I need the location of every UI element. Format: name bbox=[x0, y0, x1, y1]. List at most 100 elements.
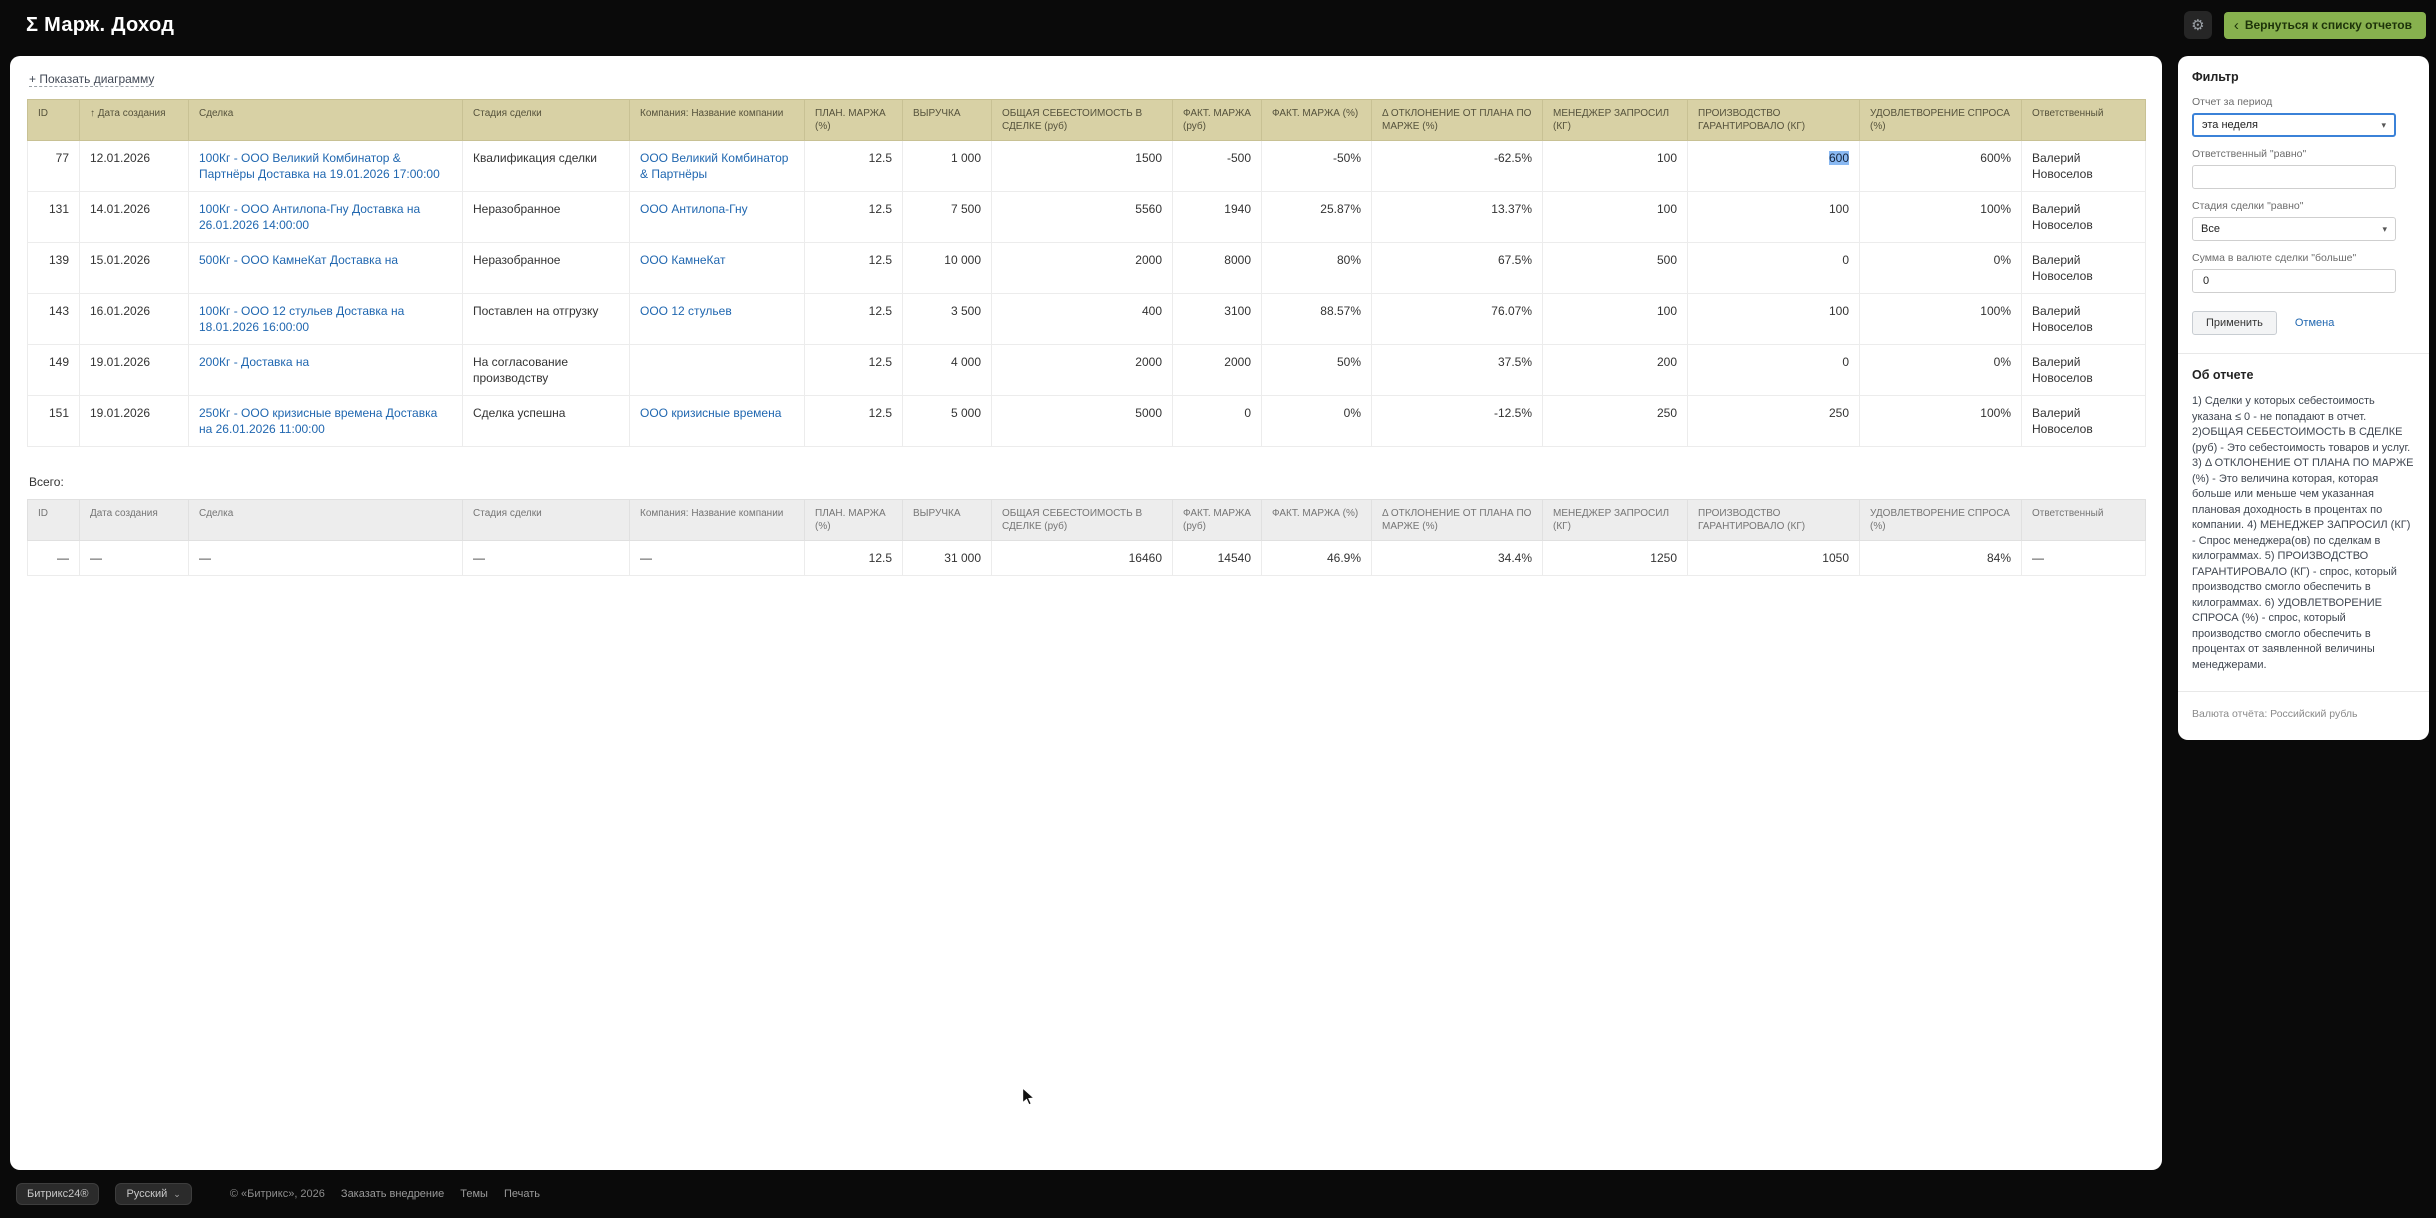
cell-company: ООО Антилопа-Гну bbox=[629, 191, 805, 243]
column-header-deal[interactable]: Сделка bbox=[188, 499, 463, 541]
cell-revenue: 10 000 bbox=[902, 242, 992, 294]
stage-select[interactable]: Все ▾ bbox=[2192, 217, 2396, 241]
totals-header-row: ID Дата создания Сделка Стадия сделки Компан… bbox=[27, 499, 2146, 541]
deal-link[interactable]: 100Кг - ООО 12 стульев Доставка на 18.01… bbox=[199, 304, 405, 334]
footer-link-print[interactable]: Печать bbox=[503, 1188, 541, 1200]
topbar-actions: ⚙ ‹ Вернуться к списку отчетов bbox=[2183, 11, 2426, 39]
responsible-input[interactable] bbox=[2201, 170, 2387, 184]
cell-manager_kg: 1250 bbox=[1542, 540, 1688, 576]
column-header-manager_kg[interactable]: МЕНЕДЖЕР ЗАПРОСИЛ (КГ) bbox=[1542, 99, 1688, 141]
cell-cost: 5000 bbox=[991, 395, 1173, 447]
chevron-down-icon: ▾ bbox=[2381, 119, 2386, 130]
cell-responsible: Валерий Новоселов bbox=[2021, 242, 2146, 294]
back-button-label: Вернуться к списку отчетов bbox=[2244, 18, 2412, 32]
cell-revenue: 31 000 bbox=[902, 540, 992, 576]
cell-id: 139 bbox=[27, 242, 80, 294]
company-link[interactable]: ООО кризисные времена bbox=[640, 406, 782, 420]
cell-delta: 37.5% bbox=[1371, 344, 1543, 396]
cell-fact_pct: -50% bbox=[1261, 140, 1372, 192]
column-header-demand_pct[interactable]: УДОВЛЕТВОРЕНИЕ СПРОСА (%) bbox=[1859, 99, 2022, 141]
cell-id: 149 bbox=[27, 344, 80, 396]
cell-cost: 1500 bbox=[991, 140, 1173, 192]
footer: Битрикс24® Русский ⌄ © «Битрикс», 2026 З… bbox=[16, 1178, 540, 1210]
settings-button[interactable]: ⚙ bbox=[2183, 11, 2212, 39]
company-link[interactable]: ООО Антилопа-Гну bbox=[640, 202, 748, 216]
column-header-id[interactable]: ID bbox=[27, 499, 80, 541]
cancel-link[interactable]: Отмена bbox=[2294, 317, 2335, 329]
stage-label: Стадия сделки "равно" bbox=[2192, 200, 2304, 212]
column-header-fact_pct[interactable]: ФАКТ. МАРЖА (%) bbox=[1261, 499, 1372, 541]
table-row: 151 19.01.2026 250Кг - ООО кризисные време… bbox=[27, 395, 2146, 447]
cell-fact_pct: 80% bbox=[1261, 242, 1372, 294]
sum-input[interactable] bbox=[2201, 274, 2387, 288]
deal-link[interactable]: 250Кг - ООО кризисные времена Доставка н… bbox=[199, 406, 438, 436]
cell-cost: 16460 bbox=[991, 540, 1173, 576]
column-header-stage[interactable]: Стадия сделки bbox=[462, 499, 630, 541]
cell-cost: 2000 bbox=[991, 242, 1173, 294]
column-header-production_kg[interactable]: ПРОИЗВОДСТВО ГАРАНТИРОВАЛО (КГ) bbox=[1687, 99, 1860, 141]
deal-link[interactable]: 200Кг - Доставка на bbox=[199, 355, 310, 369]
column-header-plan[interactable]: ПЛАН. МАРЖА (%) bbox=[804, 499, 903, 541]
back-to-reports-button[interactable]: ‹ Вернуться к списку отчетов bbox=[2223, 11, 2426, 39]
company-link[interactable]: ООО Великий Комбинатор & Партнёры bbox=[640, 151, 789, 181]
column-header-delta[interactable]: Δ ОТКЛОНЕНИЕ ОТ ПЛАНА ПО МАРЖЕ (%) bbox=[1371, 499, 1543, 541]
column-header-production_kg[interactable]: ПРОИЗВОДСТВО ГАРАНТИРОВАЛО (КГ) bbox=[1687, 499, 1860, 541]
column-header-deal[interactable]: Сделка bbox=[188, 99, 463, 141]
cell-delta: 67.5% bbox=[1371, 242, 1543, 294]
cell-id: 77 bbox=[27, 140, 80, 192]
cell-manager_kg: 100 bbox=[1542, 293, 1688, 345]
deal-link[interactable]: 500Кг - ООО КамнеКат Доставка на bbox=[199, 253, 399, 267]
language-select[interactable]: Русский ⌄ bbox=[115, 1183, 192, 1205]
cell-manager_kg: 200 bbox=[1542, 344, 1688, 396]
about-title: Об отчете bbox=[2192, 368, 2254, 382]
filter-sidebar: Фильтр Отчет за период эта неделя ▾ Отве… bbox=[2178, 56, 2429, 740]
topbar: Σ Марж. Доход ⚙ ‹ Вернуться к списку отч… bbox=[0, 0, 2436, 50]
column-header-delta[interactable]: Δ ОТКЛОНЕНИЕ ОТ ПЛАНА ПО МАРЖЕ (%) bbox=[1371, 99, 1543, 141]
cell-delta: -62.5% bbox=[1371, 140, 1543, 192]
cell-revenue: 1 000 bbox=[902, 140, 992, 192]
column-header-responsible[interactable]: Ответственный bbox=[2021, 99, 2146, 141]
cell-production_kg: 1050 bbox=[1687, 540, 1860, 576]
cell-id: 143 bbox=[27, 293, 80, 345]
cell-deal: — bbox=[188, 540, 463, 576]
bitrix24-badge[interactable]: Битрикс24® bbox=[16, 1183, 100, 1205]
column-header-company[interactable]: Компания: Название компании bbox=[629, 499, 805, 541]
column-header-date[interactable]: Дата создания bbox=[79, 499, 189, 541]
column-header-cost[interactable]: ОБЩАЯ СЕБЕСТОИМОСТЬ В СДЕЛКЕ (руб) bbox=[991, 99, 1173, 141]
footer-link-themes[interactable]: Темы bbox=[460, 1188, 488, 1200]
column-header-cost[interactable]: ОБЩАЯ СЕБЕСТОИМОСТЬ В СДЕЛКЕ (руб) bbox=[991, 499, 1173, 541]
apply-button[interactable]: Применить bbox=[2192, 311, 2277, 335]
column-header-fact_rub[interactable]: ФАКТ. МАРЖА (руб) bbox=[1172, 99, 1262, 141]
column-header-fact_rub[interactable]: ФАКТ. МАРЖА (руб) bbox=[1172, 499, 1262, 541]
show-chart-link[interactable]: + Показать диаграмму bbox=[29, 72, 155, 87]
cell-manager_kg: 500 bbox=[1542, 242, 1688, 294]
table-row: 131 14.01.2026 100Кг - ООО Антилопа-Гну До… bbox=[27, 191, 2146, 243]
column-header-fact_pct[interactable]: ФАКТ. МАРЖА (%) bbox=[1261, 99, 1372, 141]
copyright: © «Битрикс», 2026 bbox=[229, 1188, 325, 1200]
cell-company: — bbox=[629, 540, 805, 576]
cell-company: ООО КамнеКат bbox=[629, 242, 805, 294]
responsible-label: Ответственный "равно" bbox=[2192, 148, 2307, 160]
cell-production_kg: 0 bbox=[1687, 242, 1860, 294]
column-header-company[interactable]: Компания: Название компании bbox=[629, 99, 805, 141]
deal-link[interactable]: 100Кг - ООО Антилопа-Гну Доставка на 26.… bbox=[199, 202, 421, 232]
column-header-date[interactable]: ↑ Дата создания bbox=[79, 99, 189, 141]
column-header-revenue[interactable]: ВЫРУЧКА bbox=[902, 99, 992, 141]
column-header-plan[interactable]: ПЛАН. МАРЖА (%) bbox=[804, 99, 903, 141]
cell-plan: 12.5 bbox=[804, 242, 903, 294]
column-header-responsible[interactable]: Ответственный bbox=[2021, 499, 2146, 541]
deal-link[interactable]: 100Кг - ООО Великий Комбинатор & Партнёр… bbox=[199, 151, 440, 181]
column-header-revenue[interactable]: ВЫРУЧКА bbox=[902, 499, 992, 541]
company-link[interactable]: ООО 12 стульев bbox=[640, 304, 732, 318]
cell-responsible: Валерий Новоселов bbox=[2021, 191, 2146, 243]
cell-stage: Неразобранное bbox=[462, 191, 630, 243]
footer-link-implementation[interactable]: Заказать внедрение bbox=[340, 1188, 445, 1200]
cell-deal: 250Кг - ООО кризисные времена Доставка н… bbox=[188, 395, 463, 447]
company-link[interactable]: ООО КамнеКат bbox=[640, 253, 726, 267]
table-row: 143 16.01.2026 100Кг - ООО 12 стульев Дост… bbox=[27, 293, 2146, 345]
column-header-id[interactable]: ID bbox=[27, 99, 80, 141]
period-select[interactable]: эта неделя ▾ bbox=[2192, 113, 2396, 137]
column-header-stage[interactable]: Стадия сделки bbox=[462, 99, 630, 141]
column-header-demand_pct[interactable]: УДОВЛЕТВОРЕНИЕ СПРОСА (%) bbox=[1859, 499, 2022, 541]
column-header-manager_kg[interactable]: МЕНЕДЖЕР ЗАПРОСИЛ (КГ) bbox=[1542, 499, 1688, 541]
